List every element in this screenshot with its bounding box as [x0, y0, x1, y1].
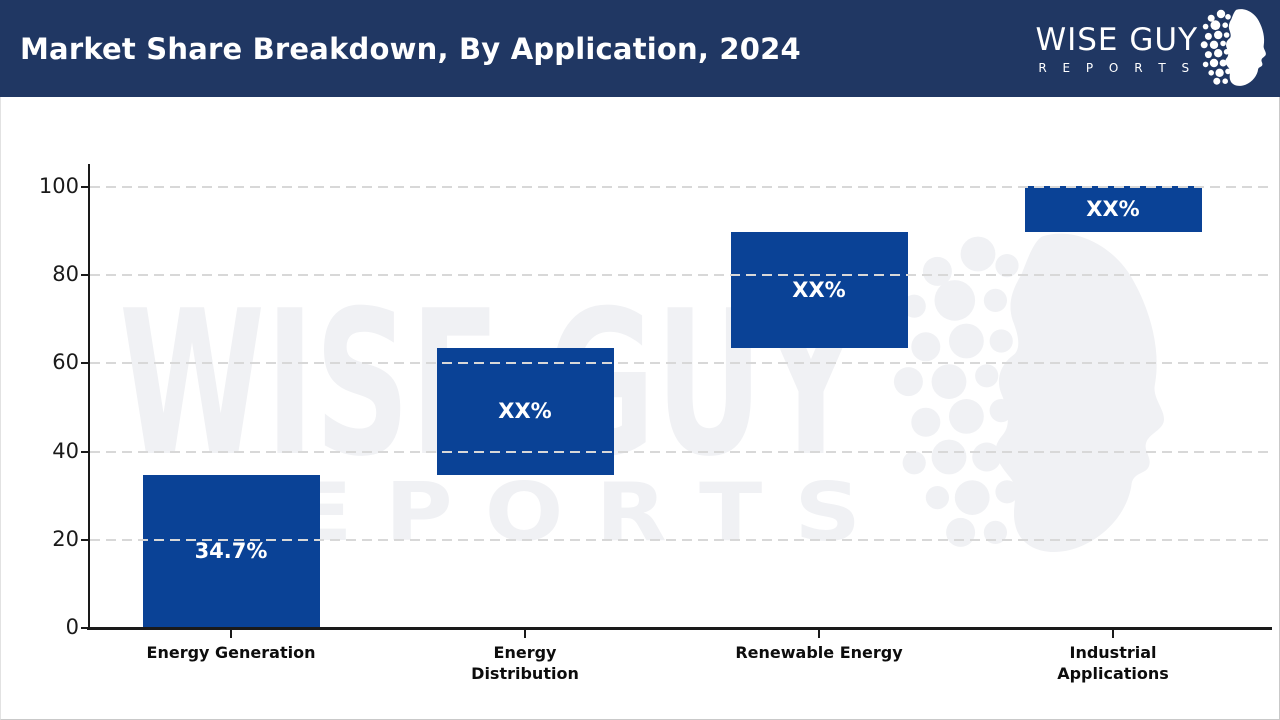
brand-subtitle-text: R E P O R T S [1038, 61, 1196, 75]
y-tick-mark [81, 362, 90, 365]
y-tick-label: 0 [65, 615, 79, 639]
y-tick-mark [81, 186, 90, 188]
watermark-head-icon [893, 233, 1164, 553]
bar-segment: XX% [730, 231, 908, 348]
x-tick-mark [230, 630, 232, 638]
x-axis-line [87, 627, 1272, 630]
gridline [90, 362, 1271, 365]
bar-segment: XX% [1024, 185, 1202, 232]
bar-value-label: XX% [792, 277, 846, 302]
bar-value-label: XX% [498, 399, 552, 424]
gridline [90, 186, 1271, 188]
bar-value-label: 34.7% [194, 539, 268, 564]
y-tick-mark [81, 538, 90, 541]
x-tick-mark [524, 630, 526, 638]
chart-canvas: WISE GUY R E P O R T S 0 20 40 60 80 100 34.7%… [0, 97, 1280, 720]
brand-head-icon [1200, 7, 1270, 91]
y-tick-label: 20 [52, 526, 79, 551]
bar-segment: 34.7% [142, 474, 320, 628]
bar-segment: XX% [436, 347, 614, 475]
y-axis-line [88, 164, 90, 630]
gridline [90, 274, 1271, 277]
chart-title: Market Share Breakdown, By Application, … [20, 31, 801, 66]
y-tick-label: 80 [52, 262, 79, 287]
y-tick-label: 40 [52, 438, 79, 463]
x-tick-mark [1112, 630, 1114, 638]
category-label: Energy Distribution [471, 643, 579, 683]
brand-name-text: WISE GUY [1035, 22, 1198, 58]
category-label: Renewable Energy [735, 643, 903, 662]
bar-value-label: XX% [1086, 196, 1140, 221]
y-tick-label: 100 [38, 174, 79, 198]
y-tick-label: 60 [52, 350, 79, 375]
y-tick-mark [81, 627, 90, 629]
x-tick-mark [818, 630, 820, 638]
brand-logo: WISE GUY R E P O R T S [1035, 0, 1270, 97]
gridline [90, 538, 1271, 541]
gridline [90, 450, 1271, 453]
brand-wordmark: WISE GUY R E P O R T S [1035, 22, 1198, 75]
y-tick-mark [81, 274, 90, 277]
header-bar: Market Share Breakdown, By Application, … [0, 0, 1280, 97]
category-label: Industrial Applications [1057, 643, 1169, 683]
category-label: Energy Generation [146, 643, 316, 662]
y-tick-mark [81, 450, 90, 453]
